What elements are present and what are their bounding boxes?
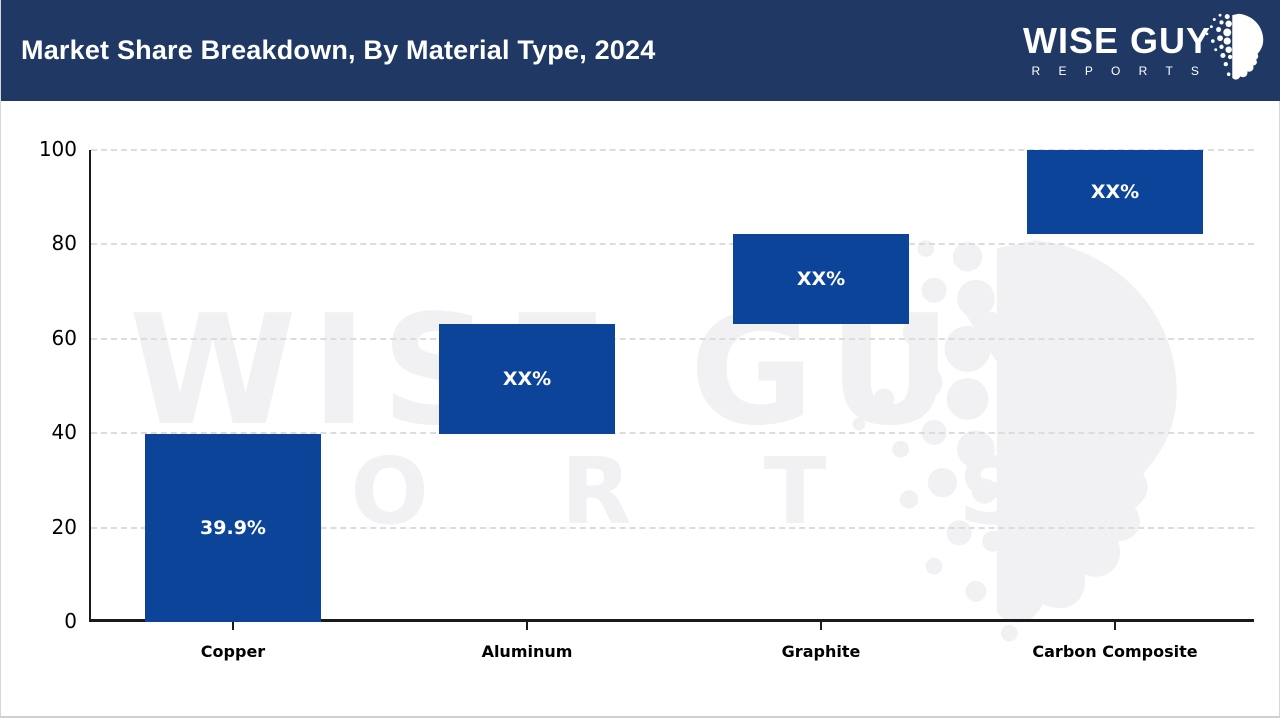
y-axis-tick-label: 60 xyxy=(51,325,77,350)
x-axis-tick-mark xyxy=(526,622,528,630)
gridline-y-100 xyxy=(91,149,1254,151)
bar-copper: 39.9% xyxy=(145,433,321,622)
bar-value-label: XX% xyxy=(1090,181,1140,204)
app-header: Market Share Breakdown, By Material Type… xyxy=(1,0,1280,101)
bar-aluminum: XX% xyxy=(439,323,615,434)
brand-dotted-head-icon xyxy=(1205,13,1264,80)
x-axis-tick-label: Carbon Composite xyxy=(1032,642,1198,661)
gridline-y-80 xyxy=(91,243,1254,246)
x-axis-tick-mark xyxy=(232,622,234,630)
page-title: Market Share Breakdown, By Material Type… xyxy=(21,35,656,65)
bar-value-label: 39.9% xyxy=(200,516,266,539)
bar-graphite: XX% xyxy=(733,234,909,324)
bar-carbon-composite: XX% xyxy=(1027,150,1203,235)
x-axis-tick-label: Copper xyxy=(200,642,266,661)
brand-subtitle: R E P O R T S xyxy=(1031,64,1207,78)
y-axis-tick-label: 20 xyxy=(51,514,77,539)
x-axis-tick-label: Aluminum xyxy=(481,642,573,661)
y-axis-tick-label: 40 xyxy=(51,420,77,445)
y-axis-tick-label: 0 xyxy=(64,609,77,633)
y-axis-tick-label: 80 xyxy=(51,231,77,256)
brand-logo: WISE GUY R E P O R T S xyxy=(1013,6,1264,98)
gridline-y-60 xyxy=(91,337,1254,340)
bar-value-label: XX% xyxy=(796,268,846,291)
x-axis-tick-mark xyxy=(1114,622,1116,630)
brand-name: WISE GUY xyxy=(1022,20,1211,61)
plot-area: 0 20 40 60 80 100 39.9% Copper XX% Aluminum XX% Gra… xyxy=(39,137,1254,661)
x-axis-tick-label: Graphite xyxy=(781,642,861,661)
y-axis-tick-label: 100 xyxy=(38,137,77,161)
x-axis-tick-mark xyxy=(820,622,822,630)
bar-value-label: XX% xyxy=(502,367,552,390)
gridline-y-40 xyxy=(91,432,1254,435)
gridline-y-20 xyxy=(91,526,1254,529)
brand-logo-text: WISE GUY R E P O R T S xyxy=(1023,20,1211,78)
